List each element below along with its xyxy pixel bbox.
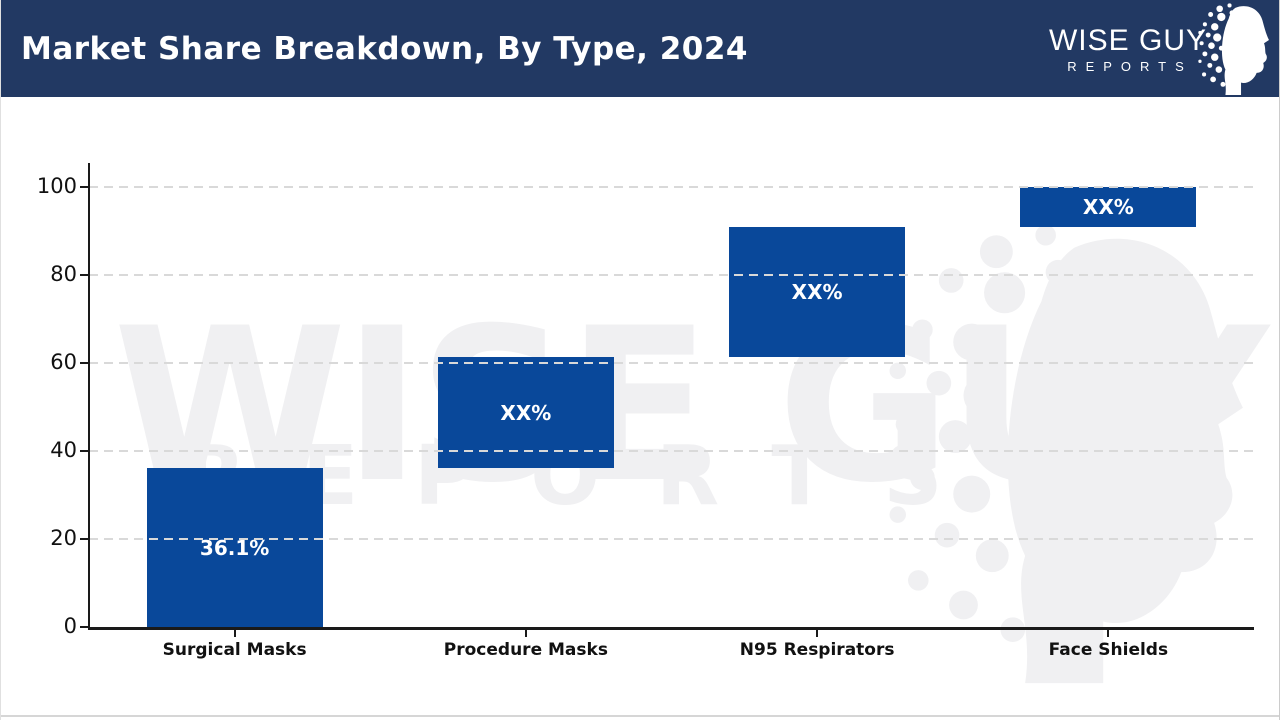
plot-area: WISE GUY REPORTS 36.1% Surgical Masks XX% P… xyxy=(1,97,1279,720)
page-bottom-border xyxy=(1,715,1279,717)
y-tick-label: 80 xyxy=(50,262,77,286)
bar-value-label: XX% xyxy=(791,280,843,305)
y-tick-label: 40 xyxy=(50,438,77,462)
x-tick xyxy=(524,629,527,637)
y-tick xyxy=(80,362,88,364)
x-category-label: N95 Respirators xyxy=(739,640,895,660)
x-category-label: Procedure Masks xyxy=(443,640,608,660)
wise-guy-logo: WISE GUY REPORTS xyxy=(1049,2,1279,95)
y-tick-label: 20 xyxy=(50,526,77,550)
y-tick xyxy=(80,274,88,276)
y-tick-label: 0 xyxy=(63,614,77,638)
dotted-face-icon xyxy=(1198,2,1269,95)
bar-surgical-masks: 36.1% xyxy=(146,468,323,627)
gridline-60 xyxy=(89,362,1254,364)
x-tick xyxy=(816,629,819,637)
logo-subtitle: REPORTS xyxy=(1067,58,1193,74)
gridline-80 xyxy=(89,274,1254,276)
x-tick xyxy=(233,629,236,637)
bar-n95-respirators: XX% xyxy=(729,227,906,358)
bar-procedure-masks: XX% xyxy=(437,357,614,469)
x-category-label: Surgical Masks xyxy=(162,640,307,660)
y-tick-label: 60 xyxy=(50,350,77,374)
y-axis xyxy=(88,163,90,630)
logo-text: WISE GUY REPORTS xyxy=(1049,24,1207,74)
x-tick xyxy=(1107,629,1110,637)
gridline-100 xyxy=(89,186,1254,188)
bar-value-label: XX% xyxy=(500,400,552,425)
watermark-face-icon xyxy=(889,224,1243,684)
y-tick-label: 100 xyxy=(36,174,77,198)
gridline-40 xyxy=(89,450,1254,452)
y-tick xyxy=(80,626,88,628)
logo-wordmark: WISE GUY xyxy=(1048,23,1207,57)
bar-face-shields: XX% xyxy=(1020,187,1197,228)
gridline-20 xyxy=(89,538,1254,540)
header: Market Share Breakdown, By Type, 2024 WI… xyxy=(1,0,1279,97)
y-tick xyxy=(80,450,88,452)
bar-value-label: XX% xyxy=(1082,195,1134,220)
page-title: Market Share Breakdown, By Type, 2024 xyxy=(21,30,749,67)
y-tick xyxy=(80,186,88,188)
y-tick xyxy=(80,538,88,540)
x-axis xyxy=(89,627,1254,630)
x-category-label: Face Shields xyxy=(1048,640,1169,660)
